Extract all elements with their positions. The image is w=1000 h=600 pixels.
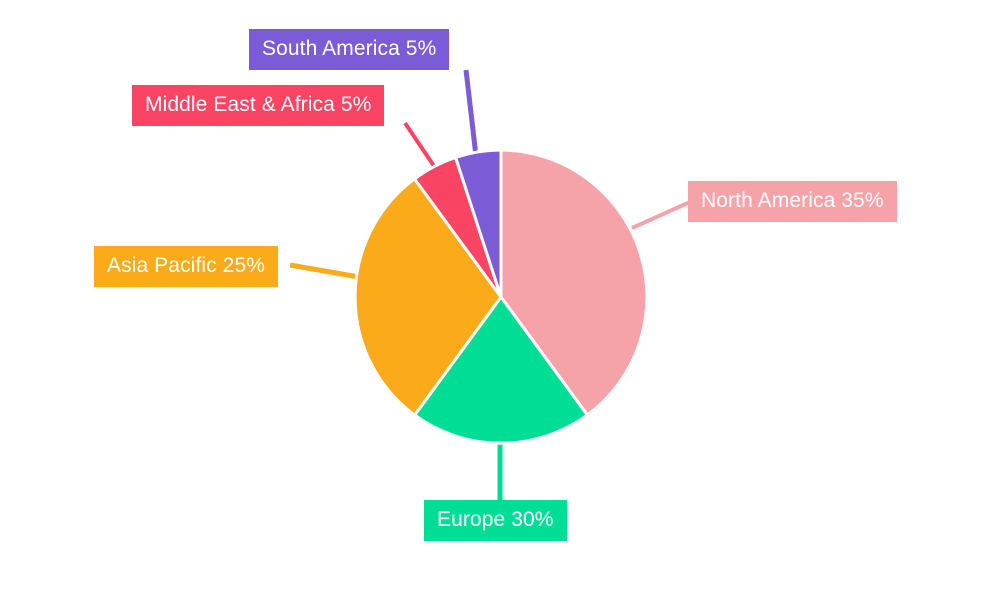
- leader-line-north-america: [631, 200, 691, 230]
- pie-label-europe[interactable]: Europe 30%: [424, 500, 567, 541]
- leader-line-middle-east-africa: [403, 121, 440, 174]
- pie-slice-north-america[interactable]: [499, 148, 649, 417]
- pie-label-asia-pacific-text: Asia Pacific 25%: [107, 254, 266, 277]
- pie-slice-asia-pacific[interactable]: [353, 177, 503, 417]
- pie-label-south-america[interactable]: South America 5%: [249, 29, 450, 70]
- pie-label-south-america-text: South America 5%: [262, 37, 437, 60]
- pie-label-asia-pacific[interactable]: Asia Pacific 25%: [94, 246, 279, 287]
- pie-slice-south-america[interactable]: [454, 148, 503, 299]
- pie-label-north-america-text: North America 35%: [701, 189, 884, 212]
- leader-lines: [289, 69, 691, 500]
- pie-slice-europe[interactable]: [413, 295, 589, 445]
- pie-label-middle-east-africa-text: Middle East & Africa 5%: [145, 93, 372, 116]
- leader-line-asia-pacific: [289, 262, 360, 280]
- pie-label-europe-text: Europe 30%: [437, 508, 554, 531]
- pie-label-middle-east-africa[interactable]: Middle East & Africa 5%: [132, 85, 385, 126]
- pie-slices: [353, 148, 649, 445]
- pie-label-north-america[interactable]: North America 35%: [688, 181, 897, 222]
- leader-line-south-america: [463, 69, 479, 157]
